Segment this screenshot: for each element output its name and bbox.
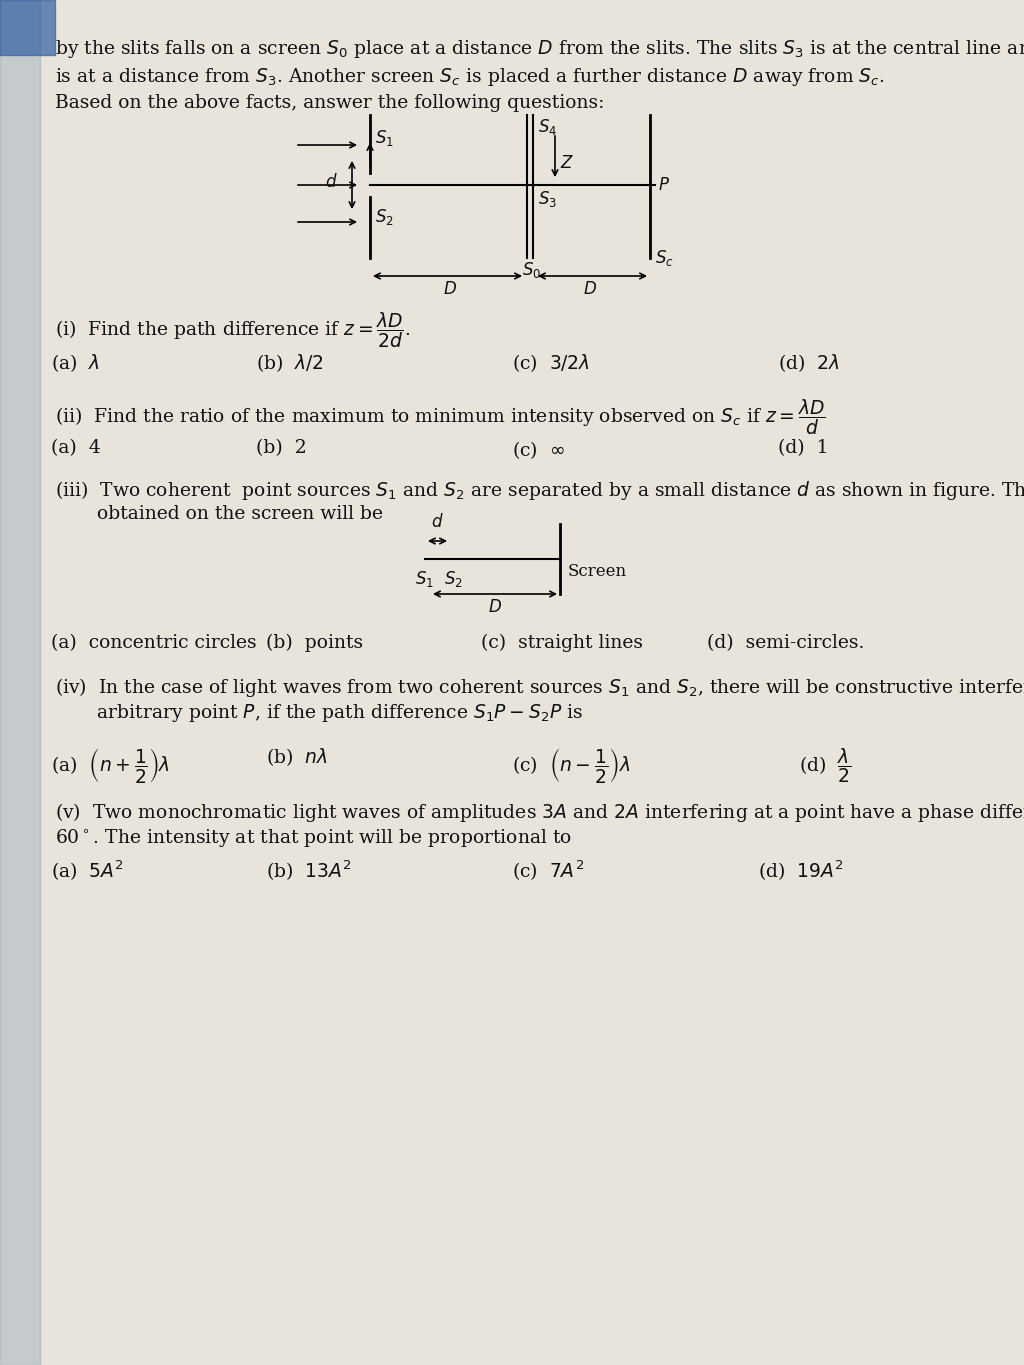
Text: $S_2$: $S_2$ — [375, 207, 394, 227]
Text: (ii)  Find the ratio of the maximum to minimum intensity observed on $S_c$ if $z: (ii) Find the ratio of the maximum to mi… — [55, 397, 825, 437]
Text: $S_c$: $S_c$ — [655, 248, 674, 268]
Text: $d$: $d$ — [431, 513, 443, 531]
Text: (c)  $7A^2$: (c) $7A^2$ — [512, 859, 585, 883]
Text: (c)  straight lines: (c) straight lines — [481, 633, 643, 652]
Text: (b)  $\lambda/2$: (b) $\lambda/2$ — [256, 352, 324, 374]
Text: (b)  $13A^2$: (b) $13A^2$ — [266, 859, 352, 883]
Text: obtained on the screen will be: obtained on the screen will be — [55, 505, 383, 523]
Text: (a)  $5A^2$: (a) $5A^2$ — [51, 859, 124, 883]
Text: (b)  points: (b) points — [266, 633, 364, 652]
Text: is at a distance from $S_3$. Another screen $S_c$ is placed a further distance $: is at a distance from $S_3$. Another scr… — [55, 66, 885, 87]
Text: (d)  $\dfrac{\lambda}{2}$: (d) $\dfrac{\lambda}{2}$ — [799, 747, 851, 785]
Text: by the slits falls on a screen $S_0$ place at a distance $D$ from the slits. The: by the slits falls on a screen $S_0$ pla… — [55, 38, 1024, 60]
Text: (c)  $\left(n-\dfrac{1}{2}\right)\lambda$: (c) $\left(n-\dfrac{1}{2}\right)\lambda$ — [512, 747, 631, 785]
Text: $d$: $d$ — [326, 173, 338, 191]
Text: $P$: $P$ — [658, 176, 670, 194]
Text: 60$^\circ$. The intensity at that point will be proportional to: 60$^\circ$. The intensity at that point … — [55, 827, 572, 849]
Text: (a)  concentric circles: (a) concentric circles — [51, 633, 257, 652]
Text: (i)  Find the path difference if $z = \dfrac{\lambda D}{2d}$.: (i) Find the path difference if $z = \df… — [55, 310, 411, 349]
Text: $D$: $D$ — [443, 281, 457, 298]
Text: (v)  Two monochromatic light waves of amplitudes $3A$ and $2A$ interfering at a : (v) Two monochromatic light waves of amp… — [55, 801, 1024, 824]
Text: (d)  semi-circles.: (d) semi-circles. — [707, 633, 864, 652]
Text: Screen: Screen — [568, 562, 627, 580]
Bar — [0, 0, 55, 55]
Text: (iii)  Two coherent  point sources $S_1$ and $S_2$ are separated by a small dist: (iii) Two coherent point sources $S_1$ a… — [55, 479, 1024, 502]
Text: $S_4$: $S_4$ — [538, 117, 557, 136]
Text: $D$: $D$ — [583, 281, 597, 298]
Text: (c)  $3/2\lambda$: (c) $3/2\lambda$ — [512, 352, 590, 374]
Text: (b)  $n\lambda$: (b) $n\lambda$ — [266, 747, 328, 768]
Text: $S_1$  $S_2$: $S_1$ $S_2$ — [415, 569, 463, 590]
Text: $D$: $D$ — [488, 599, 502, 616]
Text: (d)  $2\lambda$: (d) $2\lambda$ — [778, 352, 840, 374]
Text: (c)  $\infty$: (c) $\infty$ — [512, 440, 564, 461]
Text: (b)  2: (b) 2 — [256, 440, 307, 457]
Text: (iv)  In the case of light waves from two coherent sources $S_1$ and $S_2$, ther: (iv) In the case of light waves from two… — [55, 676, 1024, 699]
Text: (a)  $\left(n+\dfrac{1}{2}\right)\lambda$: (a) $\left(n+\dfrac{1}{2}\right)\lambda$ — [51, 747, 170, 785]
Text: (a)  4: (a) 4 — [51, 440, 101, 457]
Text: (d)  $19A^2$: (d) $19A^2$ — [758, 859, 844, 883]
Bar — [0, 0, 40, 1365]
Text: (a)  $\lambda$: (a) $\lambda$ — [51, 352, 100, 374]
Text: $S_0$: $S_0$ — [522, 259, 541, 280]
Text: arbitrary point $P$, if the path difference $S_1P - S_2P$ is: arbitrary point $P$, if the path differe… — [55, 702, 583, 723]
Text: $Z$: $Z$ — [560, 156, 574, 172]
Text: Based on the above facts, answer the following questions:: Based on the above facts, answer the fol… — [55, 94, 604, 112]
Text: $S_1$: $S_1$ — [375, 128, 394, 147]
Text: $S_3$: $S_3$ — [538, 188, 557, 209]
Text: (d)  1: (d) 1 — [778, 440, 828, 457]
